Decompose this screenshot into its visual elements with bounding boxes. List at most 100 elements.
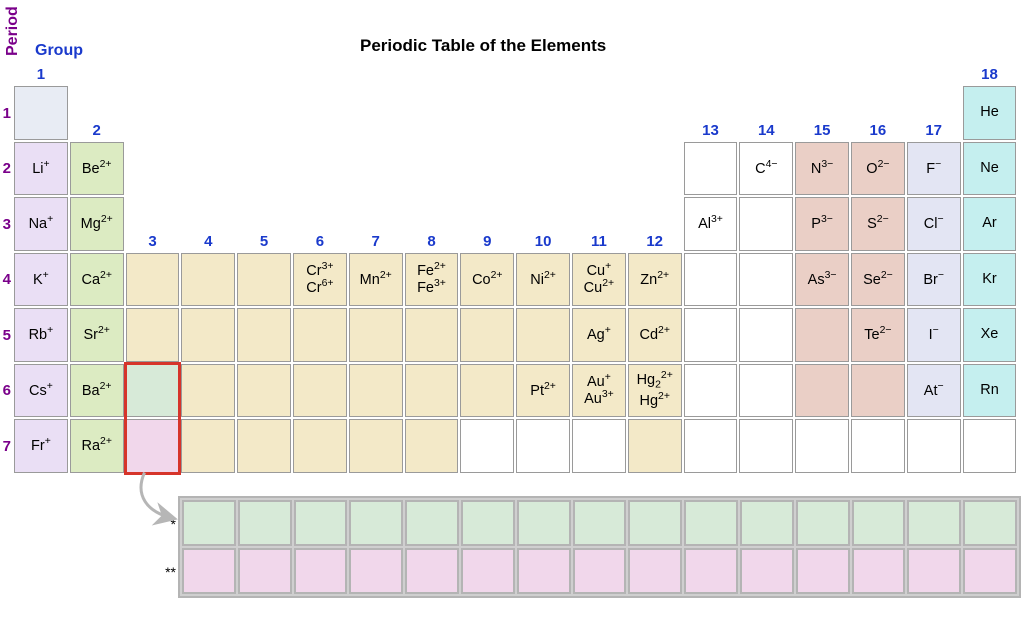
element-cell: Zn2+: [628, 253, 682, 307]
fblock-cell: [963, 548, 1017, 594]
group-number: 14: [739, 122, 793, 139]
element-cell: Hg22+Hg2+: [628, 364, 682, 418]
element-cell: Au+Au3+: [572, 364, 626, 418]
element-cell: Be2+: [70, 142, 124, 196]
element-cell: [181, 253, 235, 307]
fblock-cell: [907, 548, 961, 594]
fblock-cell: [294, 548, 348, 594]
fblock-cell: [852, 548, 906, 594]
element-cell: [405, 419, 459, 473]
group-number: 6: [293, 233, 347, 250]
element-cell: F−: [907, 142, 961, 196]
element-cell: C4−: [739, 142, 793, 196]
element-cell: [795, 419, 849, 473]
period-number: 5: [0, 327, 11, 344]
element-cell: [739, 364, 793, 418]
group-number: 13: [684, 122, 738, 139]
element-cell: [684, 253, 738, 307]
element-cell: [572, 419, 626, 473]
fblock-cell: [238, 548, 292, 594]
fblock-cell: [628, 548, 682, 594]
group-number: 15: [795, 122, 849, 139]
group-number: 12: [628, 233, 682, 250]
element-cell: [293, 364, 347, 418]
period-number: 7: [0, 438, 11, 455]
insert-highlight: [124, 362, 182, 475]
element-cell: P3−: [795, 197, 849, 251]
element-cell: [795, 308, 849, 362]
group-number: 11: [572, 233, 626, 250]
element-cell: [237, 364, 291, 418]
element-cell: [907, 419, 961, 473]
element-cell: [684, 419, 738, 473]
element-cell: [739, 419, 793, 473]
fblock-cell: [740, 500, 794, 546]
group-number: 18: [963, 66, 1017, 83]
period-axis-label: Period: [4, 6, 22, 56]
element-cell: [349, 364, 403, 418]
element-cell: Xe: [963, 308, 1017, 362]
group-number: 9: [460, 233, 514, 250]
element-cell: Cl−: [907, 197, 961, 251]
element-cell: Fr+: [14, 419, 68, 473]
period-number: 3: [0, 216, 11, 233]
element-cell: [739, 308, 793, 362]
element-cell: [460, 308, 514, 362]
element-cell: He: [963, 86, 1017, 140]
fblock-cell: [963, 500, 1017, 546]
element-cell: [684, 142, 738, 196]
period-number: 1: [0, 105, 11, 122]
fblock-cell: [517, 500, 571, 546]
element-cell: [516, 308, 570, 362]
fblock-cell: [405, 500, 459, 546]
element-cell: Te2−: [851, 308, 905, 362]
element-cell: Ra2+: [70, 419, 124, 473]
element-cell: [405, 308, 459, 362]
element-cell: [237, 419, 291, 473]
element-cell: [851, 419, 905, 473]
element-cell: At−: [907, 364, 961, 418]
element-cell: Ne: [963, 142, 1017, 196]
fblock-cell: [684, 500, 738, 546]
fblock-cell: [182, 500, 236, 546]
fblock-cell: [349, 548, 403, 594]
group-number: 2: [70, 122, 124, 139]
fblock-cell: [405, 548, 459, 594]
group-number: 8: [405, 233, 459, 250]
element-cell: [237, 253, 291, 307]
element-cell: K+: [14, 253, 68, 307]
element-cell: [293, 419, 347, 473]
element-cell: [293, 308, 347, 362]
element-cell: [795, 364, 849, 418]
element-cell: Cr3+Cr6+: [293, 253, 347, 307]
element-cell: Mg2+: [70, 197, 124, 251]
element-cell: Al3+: [684, 197, 738, 251]
element-cell: [963, 419, 1017, 473]
group-number: 4: [181, 233, 235, 250]
element-cell: O2−: [851, 142, 905, 196]
element-cell: As3−: [795, 253, 849, 307]
fblock-row-label: *: [154, 516, 176, 532]
group-axis-label: Group: [35, 42, 83, 60]
element-cell: S2−: [851, 197, 905, 251]
element-cell: [628, 419, 682, 473]
fblock-cell: [238, 500, 292, 546]
fblock-cell: [796, 500, 850, 546]
element-cell: Sr2+: [70, 308, 124, 362]
element-cell: [460, 419, 514, 473]
group-number: 10: [516, 233, 570, 250]
fblock-cell: [573, 500, 627, 546]
element-cell: [405, 364, 459, 418]
element-cell: [181, 308, 235, 362]
element-cell: Na+: [14, 197, 68, 251]
fblock-cell: [461, 500, 515, 546]
element-cell: N3−: [795, 142, 849, 196]
element-cell: [516, 419, 570, 473]
element-cell: [181, 364, 235, 418]
fblock-cell: [461, 548, 515, 594]
element-cell: [181, 419, 235, 473]
element-cell: [349, 308, 403, 362]
fblock-cell: [182, 548, 236, 594]
element-cell: [14, 86, 68, 140]
fblock-cell: [628, 500, 682, 546]
